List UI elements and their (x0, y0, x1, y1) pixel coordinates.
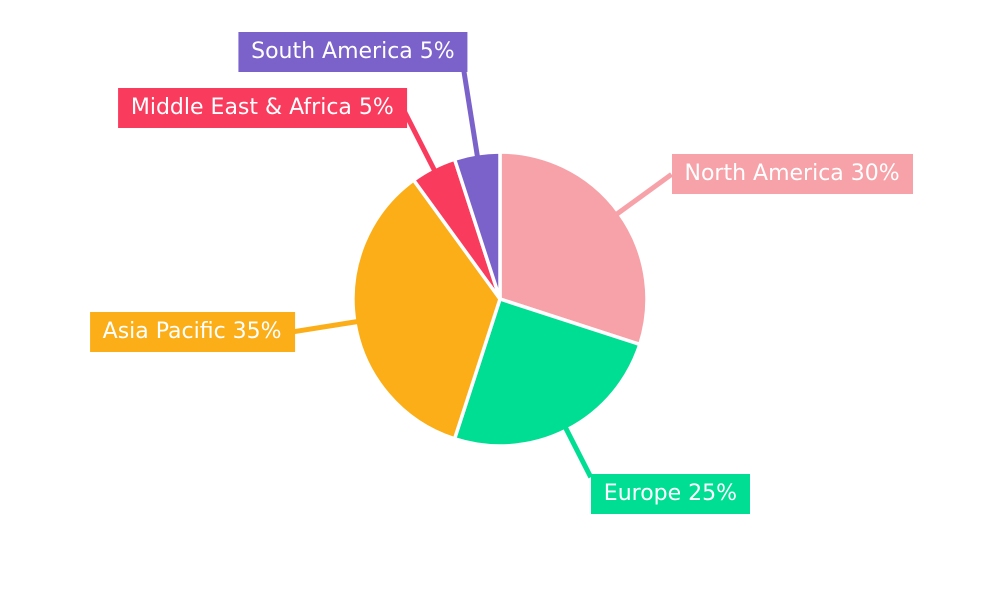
slice-label-middle-east-africa: Middle East & Africa 5% (117, 88, 407, 129)
slice-label-asia-pacific: Asia Pacific 35% (89, 311, 295, 352)
leader-line-europe (561, 422, 594, 479)
leader-line-north-america (611, 172, 673, 219)
slice-label-south-america: South America 5% (238, 31, 468, 72)
slice-label-europe: Europe 25% (590, 474, 751, 515)
leader-line-south-america (461, 69, 481, 162)
leader-line-middle-east-africa (401, 108, 439, 176)
slice-label-north-america: North America 30% (671, 154, 913, 195)
leader-line-asia-pacific (294, 318, 363, 335)
